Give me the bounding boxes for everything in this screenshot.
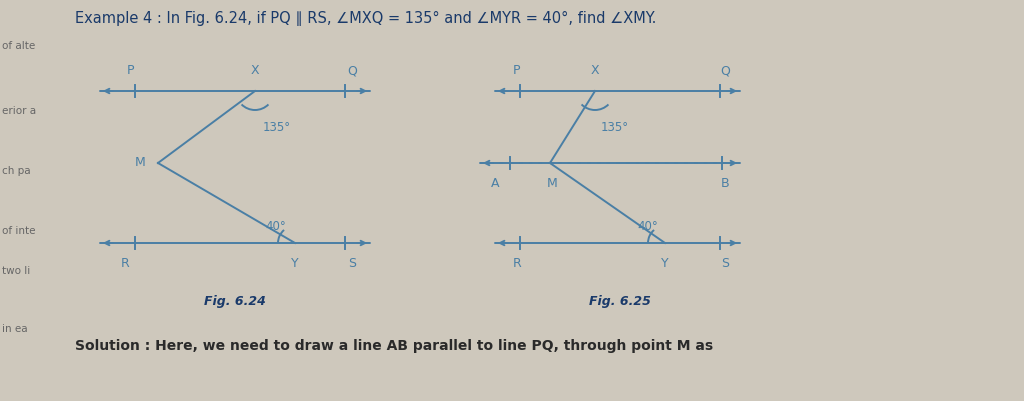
Text: in ea: in ea [2,324,28,334]
Text: Example 4 : In Fig. 6.24, if PQ ∥ RS, ∠MXQ = 135° and ∠MYR = 40°, find ∠XMY.: Example 4 : In Fig. 6.24, if PQ ∥ RS, ∠M… [75,11,656,26]
Text: S: S [721,257,729,270]
Text: Solution : Here, we need to draw a line AB parallel to line PQ, through point M : Solution : Here, we need to draw a line … [75,339,713,353]
Text: 135°: 135° [601,121,629,134]
Text: M: M [135,156,146,170]
Text: 40°: 40° [265,220,286,233]
Text: P: P [513,64,521,77]
Text: 135°: 135° [263,121,291,134]
Text: Fig. 6.24: Fig. 6.24 [204,294,266,308]
Text: A: A [490,177,500,190]
Text: Fig. 6.25: Fig. 6.25 [589,294,651,308]
Text: ch pa: ch pa [2,166,31,176]
Text: R: R [513,257,521,270]
Text: Y: Y [662,257,669,270]
Text: erior a: erior a [2,106,36,116]
Text: Y: Y [291,257,299,270]
Text: R: R [121,257,129,270]
Text: P: P [126,64,134,77]
Text: Q: Q [347,64,357,77]
Text: M: M [547,177,557,190]
Text: of alte: of alte [2,41,35,51]
Text: 40°: 40° [637,220,657,233]
Text: X: X [251,64,259,77]
Text: X: X [591,64,599,77]
Text: two li: two li [2,266,31,276]
Text: B: B [721,177,729,190]
Text: of inte: of inte [2,226,36,236]
Text: Q: Q [720,64,730,77]
Text: S: S [348,257,356,270]
